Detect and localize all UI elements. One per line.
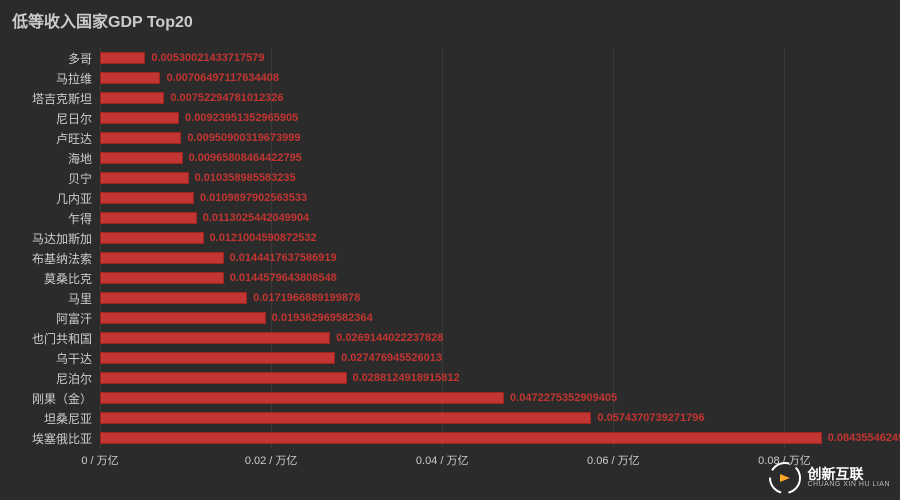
value-label: 0.010358985583235	[195, 172, 296, 184]
y-axis-label: 马达加斯加	[32, 230, 92, 247]
value-label: 0.0574370739271796	[597, 412, 704, 424]
bar-row: 马拉维0.00706497117634408	[100, 68, 279, 88]
bar-row: 马里0.0171966889199878	[100, 288, 360, 308]
y-axis-label: 阿富汗	[56, 310, 92, 327]
value-label: 0.0288124918915812	[353, 372, 460, 384]
bar-row: 阿富汗0.019362969582364	[100, 308, 373, 328]
bar-chart: 0 / 万亿0.02 / 万亿0.04 / 万亿0.06 / 万亿0.08 / …	[100, 48, 870, 468]
bar	[100, 232, 204, 244]
bar	[100, 432, 822, 444]
value-label: 0.0269144022237828	[336, 332, 443, 344]
y-axis-label: 也门共和国	[32, 330, 92, 347]
bar-row: 坦桑尼亚0.0574370739271796	[100, 408, 704, 428]
value-label: 0.0472275352909405	[510, 392, 617, 404]
bar-row: 尼日尔0.00923951352965905	[100, 108, 298, 128]
bar	[100, 172, 189, 184]
logo-text: 创新互联	[807, 467, 890, 481]
bar-row: 尼泊尔0.0288124918915812	[100, 368, 460, 388]
value-label: 0.0171966889199878	[253, 292, 360, 304]
bar	[100, 212, 197, 224]
value-label: 0.0144579643808548	[230, 272, 337, 284]
y-axis-label: 尼日尔	[56, 110, 92, 127]
bar-row: 刚果（金）0.0472275352909405	[100, 388, 617, 408]
bar-row: 多哥0.00530021433717579	[100, 48, 265, 68]
bar-row: 贝宁0.010358985583235	[100, 168, 296, 188]
bar	[100, 72, 160, 84]
value-label: 0.00706497117634408	[166, 72, 279, 84]
bar	[100, 132, 181, 144]
y-axis-label: 马里	[68, 290, 92, 307]
x-axis-label: 0.04 / 万亿	[416, 452, 469, 468]
logo-subtext: CHUANG XIN HU LIAN	[807, 481, 890, 489]
x-axis-label: 0 / 万亿	[81, 452, 118, 468]
x-axis-label: 0.08 / 万亿	[758, 452, 811, 468]
value-label: 0.0843554624940837	[828, 432, 900, 444]
value-label: 0.00923951352965905	[185, 112, 298, 124]
y-axis-label: 埃塞俄比亚	[32, 430, 92, 447]
y-axis-label: 乌干达	[56, 350, 92, 367]
bar-row: 也门共和国0.0269144022237828	[100, 328, 443, 348]
y-axis-label: 卢旺达	[56, 130, 92, 147]
y-axis-label: 马拉维	[56, 70, 92, 87]
value-label: 0.0113025442049904	[203, 212, 309, 224]
bar	[100, 292, 247, 304]
chart-title: 低等收入国家GDP Top20	[12, 8, 193, 32]
value-label: 0.0109897902563533	[200, 192, 307, 204]
y-axis-label: 乍得	[68, 210, 92, 227]
gridline	[784, 48, 785, 448]
bar-row: 海地0.00965808464422795	[100, 148, 302, 168]
value-label: 0.0121004590872532	[210, 232, 317, 244]
y-axis-label: 刚果（金）	[32, 390, 92, 407]
bar	[100, 332, 330, 344]
value-label: 0.00965808464422795	[189, 152, 302, 164]
bar	[100, 392, 504, 404]
value-label: 0.00950900319673999	[187, 132, 300, 144]
x-axis-label: 0.02 / 万亿	[245, 452, 298, 468]
value-label: 0.019362969582364	[272, 312, 373, 324]
bar	[100, 372, 347, 384]
bar	[100, 52, 145, 64]
bar	[100, 192, 194, 204]
bar	[100, 312, 266, 324]
bar-row: 乌干达0.027476945526013	[100, 348, 442, 368]
bar	[100, 92, 164, 104]
value-label: 0.00752294781012326	[170, 92, 283, 104]
bar-row: 乍得0.0113025442049904	[100, 208, 309, 228]
y-axis-label: 多哥	[68, 50, 92, 67]
x-axis-label: 0.06 / 万亿	[587, 452, 640, 468]
y-axis-label: 塔吉克斯坦	[32, 90, 92, 107]
y-axis-label: 莫桑比克	[44, 270, 92, 287]
bar	[100, 272, 224, 284]
y-axis-label: 贝宁	[68, 170, 92, 187]
y-axis-label: 几内亚	[56, 190, 92, 207]
y-axis-label: 坦桑尼亚	[44, 410, 92, 427]
y-axis-label: 尼泊尔	[56, 370, 92, 387]
bar	[100, 252, 224, 264]
bar	[100, 152, 183, 164]
bar-row: 马达加斯加0.0121004590872532	[100, 228, 317, 248]
bar	[100, 412, 591, 424]
bar-row: 卢旺达0.00950900319673999	[100, 128, 301, 148]
value-label: 0.00530021433717579	[151, 52, 264, 64]
bar-row: 埃塞俄比亚0.0843554624940837	[100, 428, 900, 448]
value-label: 0.027476945526013	[341, 352, 442, 364]
bar-row: 塔吉克斯坦0.00752294781012326	[100, 88, 284, 108]
bar-row: 莫桑比克0.0144579643808548	[100, 268, 337, 288]
value-label: 0.0144417637586919	[230, 252, 337, 264]
bar	[100, 112, 179, 124]
bar	[100, 352, 335, 364]
bar-row: 布基纳法索0.0144417637586919	[100, 248, 337, 268]
y-axis-label: 布基纳法索	[32, 250, 92, 267]
y-axis-label: 海地	[68, 150, 92, 167]
bar-row: 几内亚0.0109897902563533	[100, 188, 307, 208]
